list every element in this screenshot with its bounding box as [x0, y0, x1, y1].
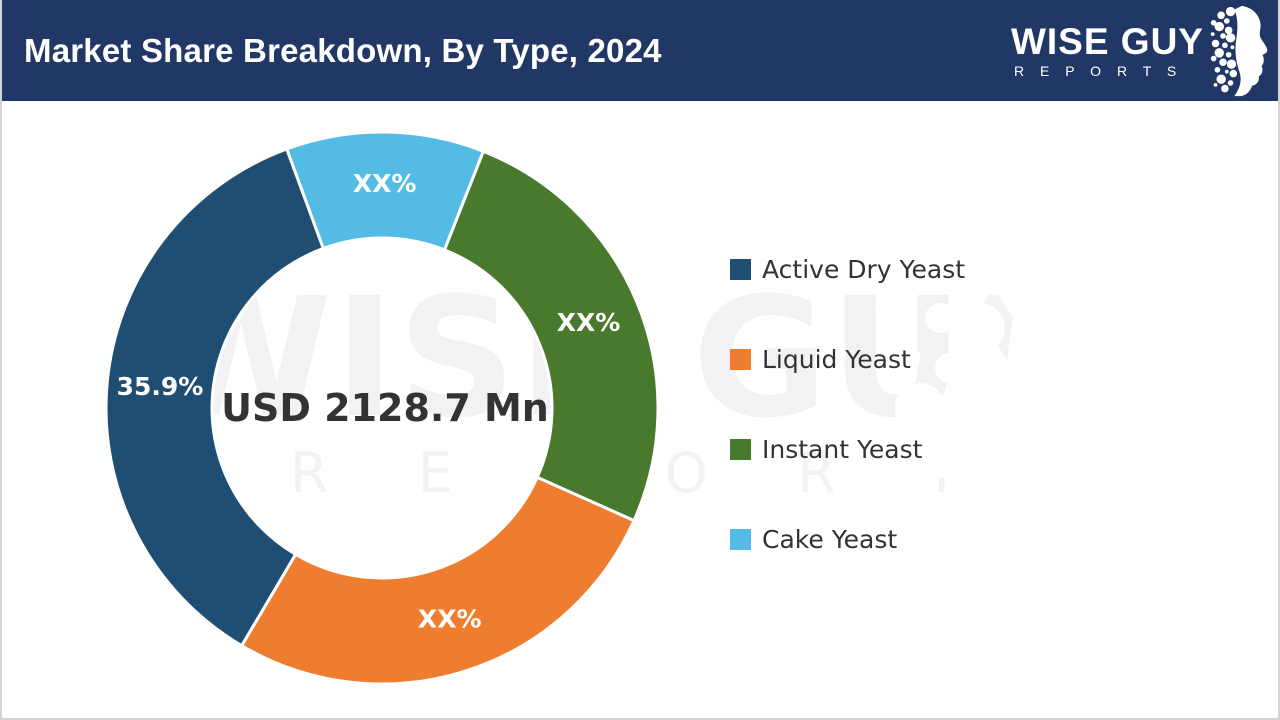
chart-legend: Active Dry Yeast Liquid Yeast Instant Yeas… — [730, 253, 965, 613]
legend-swatch — [730, 528, 751, 550]
wise-guy-logo: WISE GUY R E P O R T S — [1011, 0, 1270, 101]
donut-center-value: USD 2128.7 Mn — [221, 386, 549, 430]
donut-segment-instant-yeast — [442, 149, 660, 523]
segment-value-label: XX% — [418, 604, 482, 633]
logo-tagline: R E P O R T S — [1013, 62, 1183, 79]
segment-value-label: XX% — [557, 308, 621, 337]
legend-label: Liquid Yeast — [762, 344, 911, 374]
legend-item-liquid-yeast: Liquid Yeast — [730, 343, 965, 375]
legend-item-active-dry-yeast: Active Dry Yeast — [730, 253, 965, 285]
legend-swatch — [730, 438, 751, 460]
donut-segment-liquid-yeast — [240, 475, 636, 686]
legend-item-cake-yeast: Cake Yeast — [730, 523, 965, 555]
legend-label: Cake Yeast — [762, 524, 898, 554]
header-bar: Market Share Breakdown, By Type, 2024 WI… — [2, 0, 1278, 101]
legend-swatch — [730, 348, 751, 370]
donut-segment-active-dry-yeast — [104, 147, 325, 648]
segment-value-label: XX% — [353, 169, 417, 198]
page-title: Market Share Breakdown, By Type, 2024 — [24, 31, 662, 69]
legend-item-instant-yeast: Instant Yeast — [730, 433, 965, 465]
segment-value-label: 35.9% — [117, 372, 204, 401]
logo-name: WISE GUY — [1010, 20, 1204, 62]
donut-chart: XX% XX% XX% 35.9% — [104, 130, 660, 686]
legend-label: Instant Yeast — [762, 434, 923, 464]
logo-face-icon — [1210, 5, 1268, 96]
legend-label: Active Dry Yeast — [762, 254, 966, 284]
legend-swatch — [730, 258, 751, 280]
